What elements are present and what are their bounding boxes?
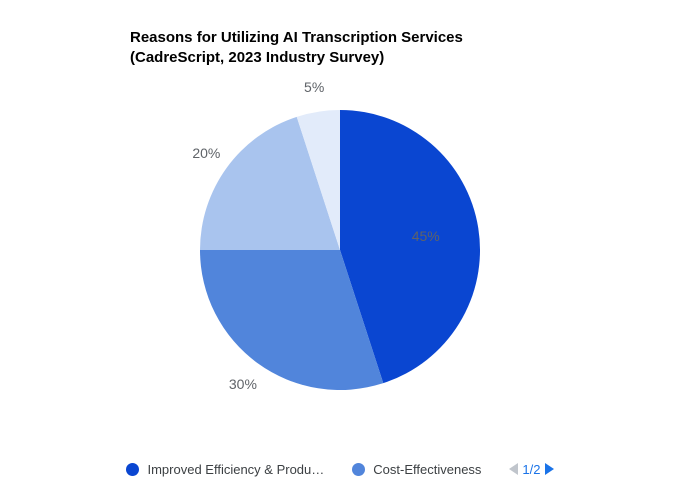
- legend-page-indicator: 1/2: [522, 462, 540, 477]
- legend-swatch-0: [126, 463, 139, 476]
- legend-label-0: Improved Efficiency & Produ…: [147, 462, 324, 477]
- legend-prev-icon: [509, 463, 518, 475]
- pie-plot-area: 45% 30% 20% 5%: [0, 70, 680, 430]
- pie-svg: [200, 110, 480, 390]
- legend-item-0[interactable]: Improved Efficiency & Produ…: [126, 462, 324, 477]
- legend-row: Improved Efficiency & Produ… Cost-Effect…: [0, 456, 680, 482]
- pie-chart-container: Reasons for Utilizing AI Transcription S…: [0, 0, 680, 500]
- legend-next-icon[interactable]: [545, 463, 554, 475]
- slice-label-2: 20%: [192, 145, 220, 161]
- slice-label-3: 5%: [304, 79, 324, 95]
- legend-item-1[interactable]: Cost-Effectiveness: [352, 462, 481, 477]
- legend-pager: 1/2: [509, 462, 553, 477]
- legend-swatch-1: [352, 463, 365, 476]
- slice-label-0: 45%: [412, 228, 440, 244]
- chart-title: Reasons for Utilizing AI Transcription S…: [130, 28, 560, 69]
- legend-label-1: Cost-Effectiveness: [373, 462, 481, 477]
- slice-label-1: 30%: [229, 376, 257, 392]
